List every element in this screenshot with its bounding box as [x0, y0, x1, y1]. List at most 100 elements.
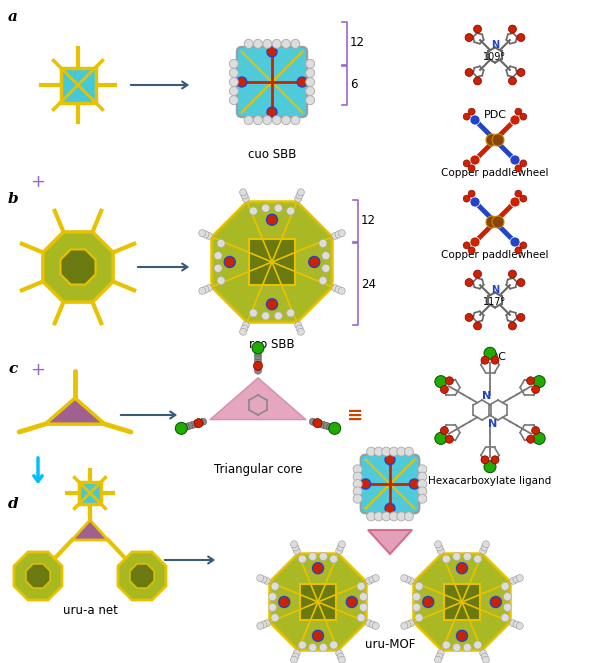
Circle shape: [468, 247, 475, 254]
Circle shape: [290, 656, 298, 663]
Text: 117°: 117°: [484, 297, 506, 307]
Circle shape: [366, 577, 373, 584]
Polygon shape: [298, 554, 338, 602]
Circle shape: [457, 631, 467, 641]
Circle shape: [517, 314, 525, 322]
Circle shape: [468, 108, 475, 115]
Circle shape: [205, 232, 212, 239]
Circle shape: [480, 547, 487, 554]
Text: N: N: [482, 391, 491, 401]
Circle shape: [515, 247, 522, 254]
Circle shape: [330, 555, 338, 563]
Text: PDC: PDC: [484, 352, 506, 362]
Circle shape: [409, 479, 419, 489]
Circle shape: [287, 207, 295, 215]
Circle shape: [533, 376, 545, 388]
Text: c: c: [8, 362, 17, 376]
Circle shape: [516, 575, 523, 581]
Circle shape: [254, 349, 262, 356]
Circle shape: [434, 541, 442, 548]
Circle shape: [465, 34, 473, 42]
Circle shape: [407, 577, 414, 584]
Circle shape: [237, 77, 247, 87]
Circle shape: [473, 270, 482, 278]
Circle shape: [389, 447, 398, 456]
Circle shape: [263, 115, 272, 125]
Polygon shape: [130, 564, 154, 588]
Circle shape: [291, 115, 300, 125]
Circle shape: [418, 487, 427, 496]
Circle shape: [266, 299, 277, 310]
Circle shape: [520, 195, 527, 202]
Polygon shape: [212, 262, 272, 322]
Circle shape: [295, 322, 302, 329]
Circle shape: [287, 309, 295, 317]
Circle shape: [229, 68, 238, 78]
Circle shape: [401, 623, 408, 629]
Circle shape: [214, 252, 222, 260]
Circle shape: [244, 39, 253, 48]
Circle shape: [470, 115, 480, 125]
Circle shape: [319, 644, 328, 652]
Circle shape: [292, 653, 299, 660]
Circle shape: [298, 189, 304, 196]
Circle shape: [508, 77, 517, 85]
Text: cuo SBB: cuo SBB: [248, 148, 296, 161]
Circle shape: [463, 552, 472, 560]
Circle shape: [463, 242, 470, 249]
Circle shape: [468, 190, 475, 197]
Circle shape: [189, 422, 196, 428]
Circle shape: [491, 356, 499, 364]
Circle shape: [263, 620, 270, 627]
Circle shape: [298, 328, 304, 335]
Polygon shape: [270, 582, 318, 622]
Circle shape: [353, 494, 362, 503]
Circle shape: [186, 422, 193, 430]
Circle shape: [196, 419, 203, 426]
Circle shape: [481, 356, 489, 364]
Circle shape: [281, 115, 290, 125]
Polygon shape: [247, 262, 297, 322]
Circle shape: [510, 115, 520, 125]
Circle shape: [262, 312, 269, 320]
Circle shape: [369, 621, 376, 628]
Circle shape: [397, 447, 406, 456]
Circle shape: [338, 287, 345, 294]
Circle shape: [463, 113, 470, 120]
Polygon shape: [249, 239, 295, 285]
Circle shape: [473, 25, 482, 33]
Circle shape: [199, 229, 206, 237]
Circle shape: [510, 197, 520, 207]
Circle shape: [372, 575, 379, 581]
Circle shape: [366, 620, 373, 627]
Circle shape: [292, 544, 299, 551]
Circle shape: [445, 377, 454, 385]
Circle shape: [308, 552, 317, 560]
Circle shape: [274, 312, 283, 320]
Circle shape: [338, 656, 346, 663]
Circle shape: [229, 59, 238, 68]
Circle shape: [418, 472, 427, 481]
Text: uru-MOF: uru-MOF: [365, 638, 415, 651]
Text: N: N: [488, 419, 497, 429]
Circle shape: [353, 472, 362, 481]
Circle shape: [382, 447, 391, 456]
Circle shape: [332, 284, 339, 292]
Circle shape: [254, 361, 263, 371]
Circle shape: [320, 422, 327, 428]
Circle shape: [229, 95, 238, 105]
FancyBboxPatch shape: [237, 47, 307, 117]
Circle shape: [374, 512, 383, 521]
Polygon shape: [210, 378, 306, 420]
Polygon shape: [270, 554, 318, 602]
Circle shape: [254, 356, 262, 363]
Circle shape: [513, 576, 520, 583]
Circle shape: [254, 367, 262, 374]
Circle shape: [336, 650, 343, 657]
Circle shape: [182, 424, 190, 430]
Circle shape: [418, 465, 427, 474]
Circle shape: [510, 620, 517, 627]
Circle shape: [239, 328, 247, 335]
Polygon shape: [270, 554, 366, 650]
Circle shape: [532, 426, 539, 434]
